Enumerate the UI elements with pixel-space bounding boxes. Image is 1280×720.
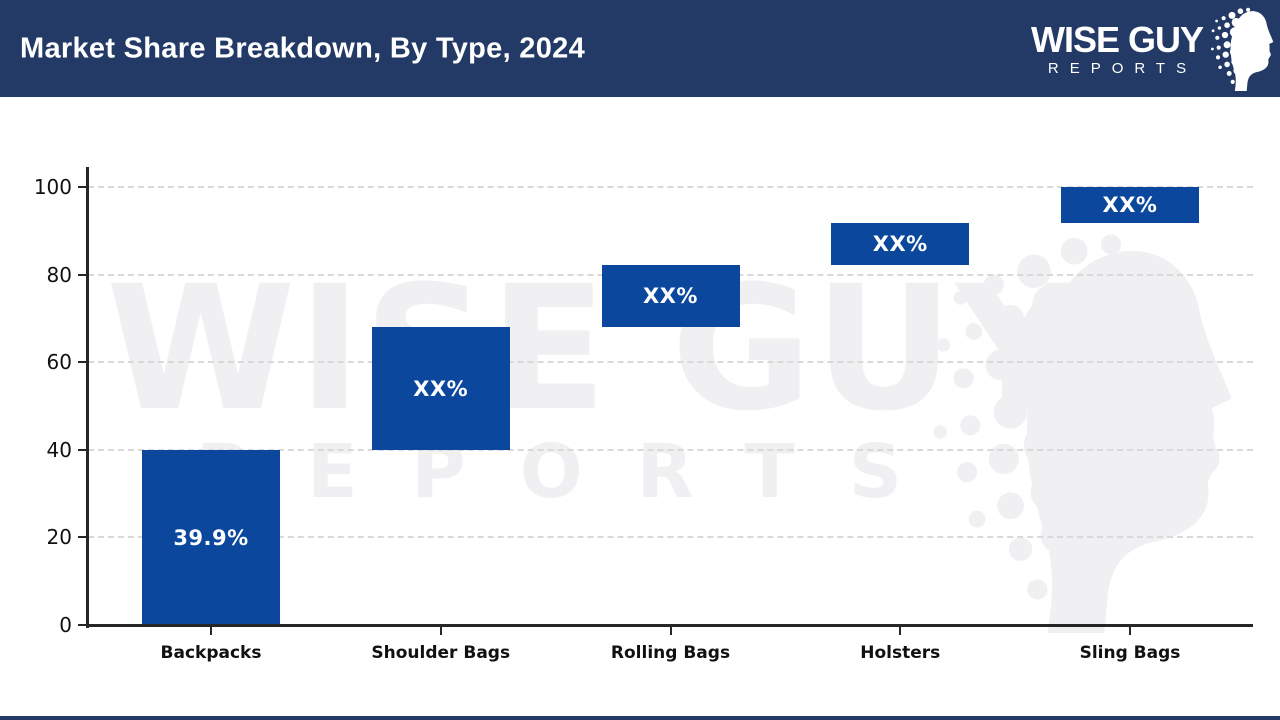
x-label-backpacks: Backpacks bbox=[160, 643, 262, 663]
watermark-subtext: REPORTS bbox=[196, 429, 957, 515]
logo-text: WISE GUY REPORTS bbox=[1030, 18, 1204, 77]
y-tick-label-0: 0 bbox=[59, 613, 72, 637]
x-tick-shoulder-bags bbox=[439, 627, 442, 635]
gridline-100 bbox=[88, 186, 1253, 188]
bar-shoulder-bags: XX% bbox=[371, 327, 510, 451]
bar-rolling-bags: XX% bbox=[601, 264, 740, 328]
x-label-holsters: Holsters bbox=[860, 643, 941, 663]
x-tick-holsters bbox=[899, 627, 902, 635]
bar-value-label-backpacks: 39.9% bbox=[173, 525, 249, 550]
y-tick-label-80: 80 bbox=[46, 262, 72, 287]
gridline-60 bbox=[88, 361, 1253, 364]
y-tick-label-20: 20 bbox=[46, 525, 72, 550]
bar-value-label-rolling-bags: XX% bbox=[643, 284, 698, 309]
bar-value-label-sling-bags: XX% bbox=[1102, 192, 1158, 217]
y-axis bbox=[86, 167, 89, 628]
x-tick-rolling-bags bbox=[669, 627, 672, 635]
chart-area: WISE GUY REPORTS 0 20 40 60 80 100 39.9% XX% XX%… bbox=[0, 97, 1280, 716]
y-tick-label-60: 60 bbox=[46, 350, 72, 375]
header: Market Share Breakdown, By Type, 2024 WI… bbox=[0, 0, 1280, 97]
y-tick-0 bbox=[78, 624, 88, 626]
logo-subtext: REPORTS bbox=[1047, 59, 1198, 77]
y-tick-20 bbox=[78, 536, 88, 539]
x-axis bbox=[86, 624, 1253, 627]
bar-value-label-shoulder-bags: XX% bbox=[413, 376, 469, 401]
x-tick-backpacks bbox=[210, 627, 212, 635]
bar-backpacks: 39.9% bbox=[142, 450, 280, 625]
y-tick-40 bbox=[78, 448, 88, 451]
x-label-rolling-bags: Rolling Bags bbox=[610, 643, 731, 663]
page-title: Market Share Breakdown, By Type, 2024 bbox=[20, 32, 586, 64]
y-tick-60 bbox=[78, 361, 88, 364]
y-tick-label-100: 100 bbox=[33, 175, 72, 199]
logo-wordmark: WISE GUY bbox=[1030, 18, 1204, 60]
y-tick-100 bbox=[78, 186, 88, 188]
y-tick-80 bbox=[78, 273, 88, 276]
plot-area: 0 20 40 60 80 100 39.9% XX% XX% XX% XX% Backpacks Sh… bbox=[0, 97, 1280, 716]
bar-sling-bags: XX% bbox=[1061, 187, 1199, 223]
bottom-strip bbox=[0, 716, 1280, 720]
gridline-20 bbox=[88, 536, 1253, 539]
bar-holsters: XX% bbox=[831, 222, 970, 265]
x-label-sling-bags: Sling Bags bbox=[1079, 643, 1181, 663]
y-tick-label-40: 40 bbox=[46, 437, 72, 462]
wise-guy-logo: WISE GUY REPORTS bbox=[1031, 2, 1274, 95]
x-tick-sling-bags bbox=[1129, 627, 1131, 635]
bar-value-label-holsters: XX% bbox=[872, 231, 928, 256]
logo-head-icon bbox=[1211, 7, 1274, 91]
x-label-shoulder-bags: Shoulder Bags bbox=[371, 643, 511, 663]
gridline-40 bbox=[88, 448, 1253, 451]
watermark-wordmark: WISE GUY bbox=[106, 248, 1083, 449]
